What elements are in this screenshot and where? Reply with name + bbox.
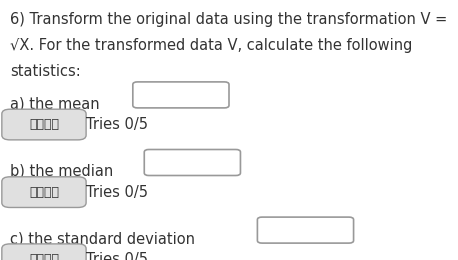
FancyBboxPatch shape (2, 244, 86, 260)
Text: statistics:: statistics: (10, 64, 81, 79)
FancyBboxPatch shape (144, 150, 240, 176)
Text: 提交答案: 提交答案 (29, 253, 59, 260)
Text: c) the standard deviation: c) the standard deviation (10, 231, 195, 246)
Text: 提交答案: 提交答案 (29, 186, 59, 199)
Text: 提交答案: 提交答案 (29, 118, 59, 131)
FancyBboxPatch shape (2, 109, 86, 140)
FancyBboxPatch shape (2, 177, 86, 207)
Text: 6) Transform the original data using the transformation V =: 6) Transform the original data using the… (10, 12, 447, 27)
Text: Tries 0/5: Tries 0/5 (86, 185, 148, 200)
FancyBboxPatch shape (133, 82, 229, 108)
Text: a) the mean: a) the mean (10, 96, 100, 111)
Text: b) the median: b) the median (10, 164, 113, 179)
Text: √X. For the transformed data V, calculate the following: √X. For the transformed data V, calculat… (10, 38, 413, 53)
Text: Tries 0/5: Tries 0/5 (86, 252, 148, 260)
Text: Tries 0/5: Tries 0/5 (86, 117, 148, 132)
FancyBboxPatch shape (257, 217, 354, 243)
